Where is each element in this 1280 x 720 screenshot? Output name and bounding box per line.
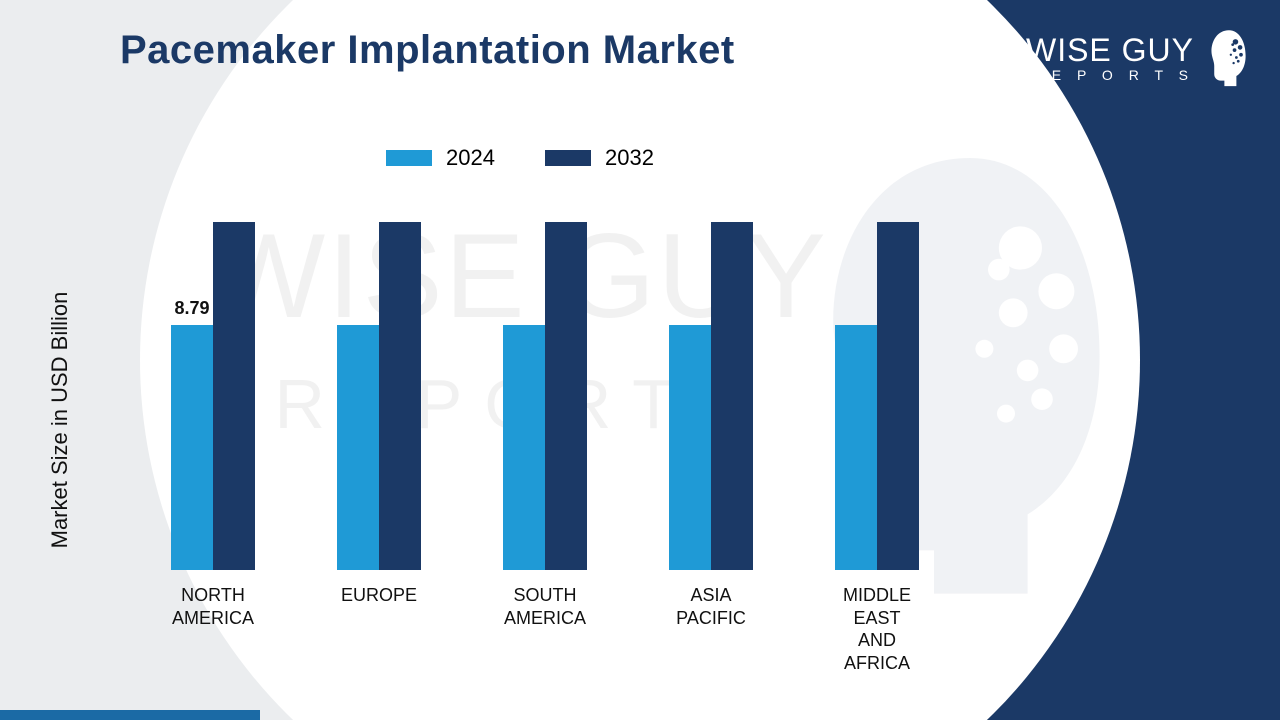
bar-pair — [337, 180, 421, 570]
bar-2032 — [877, 222, 919, 570]
x-axis-label: SOUTHAMERICA — [462, 580, 628, 700]
bar-2024 — [503, 325, 545, 570]
brand-logo: WISE GUY R E P O R T S — [1026, 28, 1256, 88]
legend-label-2024: 2024 — [446, 145, 495, 171]
bar-pair — [669, 180, 753, 570]
legend-swatch-2024 — [386, 150, 432, 166]
legend-label-2032: 2032 — [605, 145, 654, 171]
bar-2024 — [171, 325, 213, 570]
bar-pair — [835, 180, 919, 570]
plot-area: 8.79 — [130, 180, 960, 570]
bar-2032 — [545, 222, 587, 570]
bar-group: 8.79 — [130, 180, 296, 570]
y-axis-label: Market Size in USD Billion — [47, 292, 73, 549]
legend-swatch-2032 — [545, 150, 591, 166]
main-area: Pacemaker Implantation Market WISE GUY R… — [0, 0, 1020, 720]
x-axis-label: NORTHAMERICA — [130, 580, 296, 700]
bar-2024 — [669, 325, 711, 570]
bar-group — [296, 180, 462, 570]
brand-sub: R E P O R T S — [1026, 68, 1194, 82]
brand-head-icon — [1202, 28, 1256, 88]
bottom-accent-bar — [0, 710, 260, 720]
bar-group — [628, 180, 794, 570]
x-axis-label: MIDDLEEASTANDAFRICA — [794, 580, 960, 700]
legend-item-2032: 2032 — [545, 145, 654, 171]
x-axis-label: ASIAPACIFIC — [628, 580, 794, 700]
bar-2032 — [379, 222, 421, 570]
bar-value-label: 8.79 — [174, 298, 209, 319]
brand-text: WISE GUY R E P O R T S — [1026, 34, 1194, 82]
bar-groups: 8.79 — [130, 180, 960, 570]
bar-2024 — [337, 325, 379, 570]
canvas: Pacemaker Implantation Market WISE GUY R… — [0, 0, 1280, 720]
bar-group — [462, 180, 628, 570]
chart-area: Market Size in USD Billion 2024 2032 8.7… — [70, 140, 970, 700]
legend-item-2024: 2024 — [386, 145, 495, 171]
bar-pair — [171, 180, 255, 570]
bar-2032 — [213, 222, 255, 570]
legend: 2024 2032 — [70, 140, 970, 176]
brand-main: WISE GUY — [1026, 34, 1194, 66]
bar-2024 — [835, 325, 877, 570]
x-axis-label: EUROPE — [296, 580, 462, 700]
chart-title: Pacemaker Implantation Market — [120, 28, 735, 73]
bar-2032 — [711, 222, 753, 570]
bar-group — [794, 180, 960, 570]
bar-pair — [503, 180, 587, 570]
x-axis-labels: NORTHAMERICAEUROPESOUTHAMERICAASIAPACIFI… — [130, 580, 960, 700]
